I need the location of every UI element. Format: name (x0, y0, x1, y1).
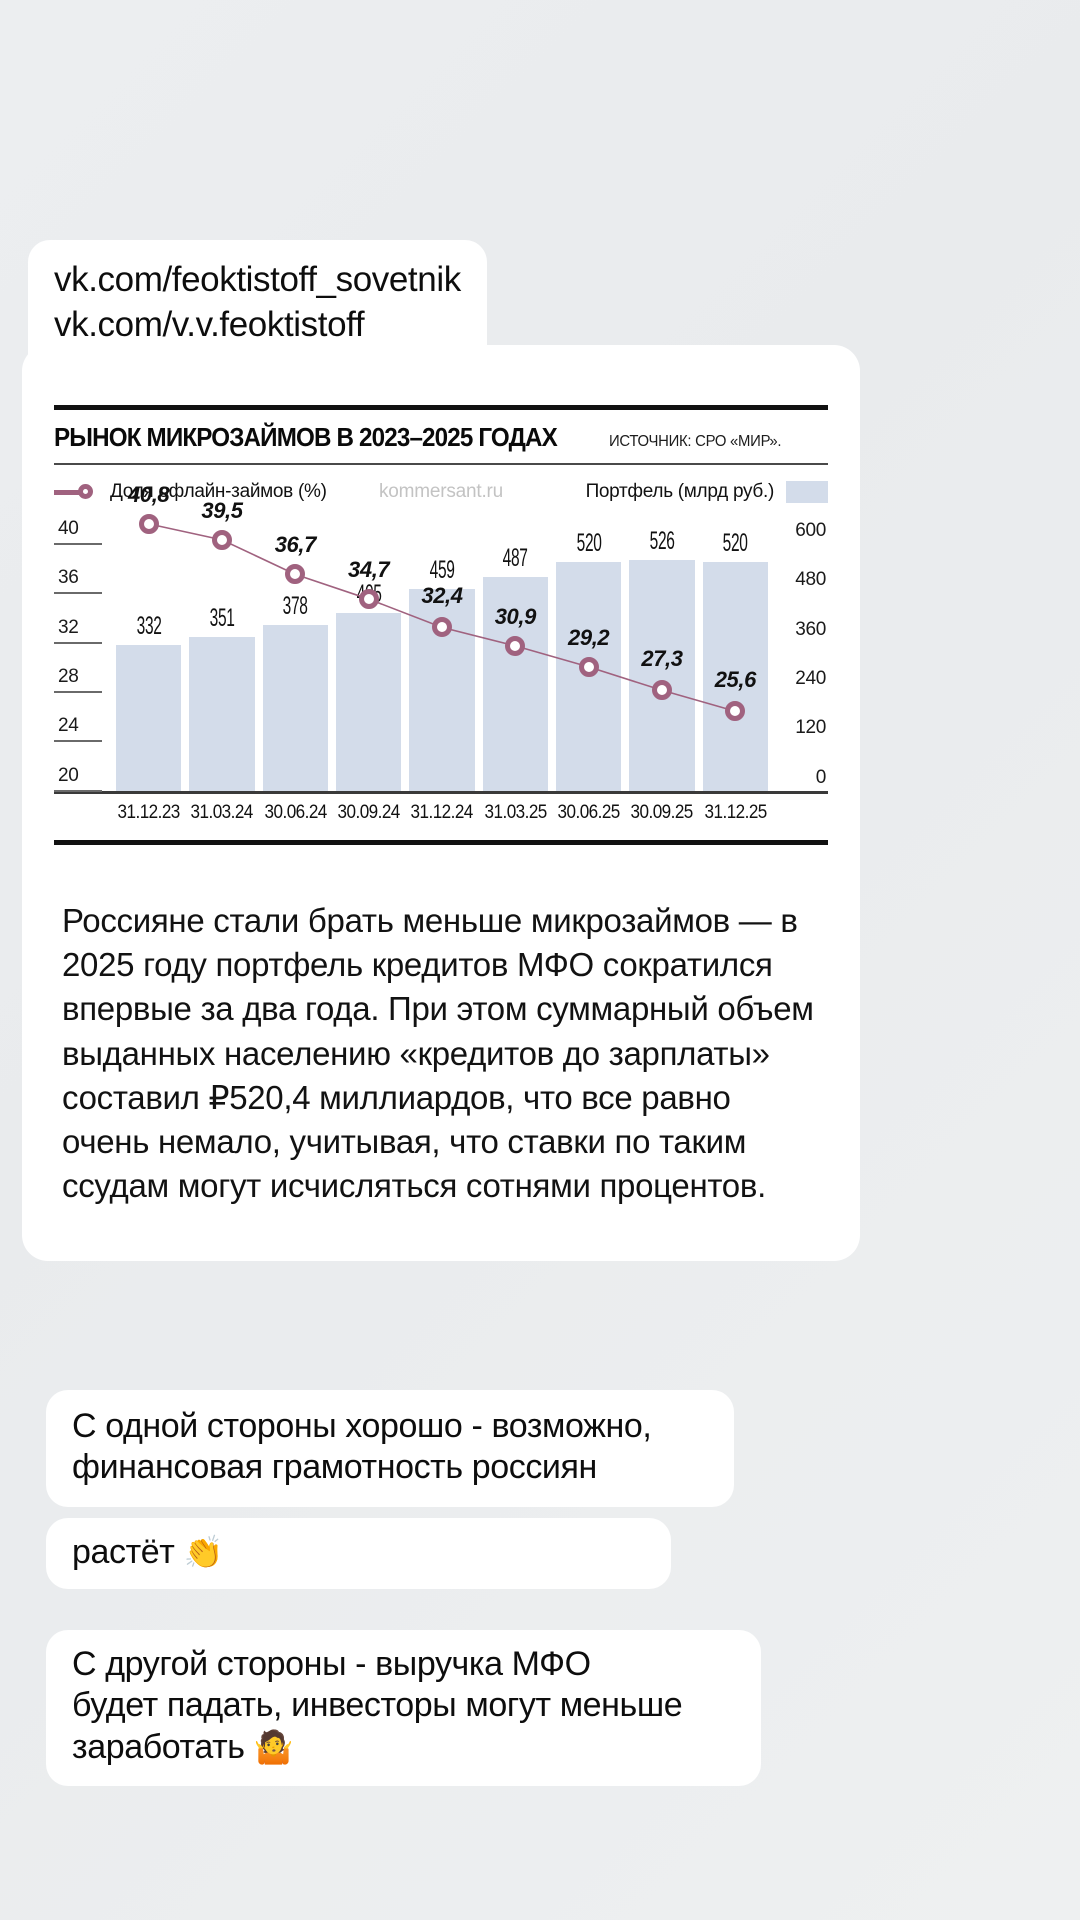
comment-bubble-first: С одной стороны хорошо - возможно, финан… (46, 1390, 734, 1507)
bar-value-label: 526 (649, 526, 675, 555)
legend-bar-label: Портфель (млрд руб.) (585, 481, 775, 502)
axis-right-tick: 0 (815, 766, 827, 788)
chart-x-label: 31.03.25 (484, 802, 547, 823)
chart-x-label: 31.12.25 (704, 802, 767, 823)
bar-value-label: 332 (136, 611, 162, 640)
chart-bar-column: 526 (629, 523, 695, 791)
contact-vk-page-link[interactable]: vk.com/feoktistoff_sovetnik (54, 260, 461, 299)
chart-bar-column: 487 (482, 523, 548, 791)
chart-bar (116, 644, 182, 791)
comment-line-3: растёт 👏 (72, 1532, 645, 1573)
article-body-text: Россияне стали брать меньше микрозаймов … (62, 902, 814, 1205)
chart-bar (409, 589, 475, 791)
chart-bar-column: 459 (409, 523, 475, 791)
axis-left-tick: 28 (54, 666, 102, 693)
chart-x-label: 31.03.24 (190, 802, 254, 823)
chart-bar-column: 405 (335, 523, 402, 791)
chart-container: РЫНОК МИКРОЗАЙМОВ В 2023–2025 ГОДАХ ИСТО… (22, 345, 860, 845)
chart-bar (482, 576, 548, 791)
comment-word-rastet: растёт (72, 1533, 175, 1571)
chart-bar-column: 378 (262, 523, 328, 791)
chart-bar-column: 351 (189, 523, 255, 791)
chart-watermark: kommersant.ru (378, 481, 504, 502)
comment-line-2: финансовая грамотность россиян (72, 1448, 597, 1487)
legend-line-label: Доля офлайн-займов (%) (110, 481, 327, 502)
chart-bar (555, 562, 622, 791)
axis-left-tick: 32 (54, 617, 102, 644)
axis-left-tick: 20 (54, 765, 102, 792)
chart-bar-column: 520 (555, 523, 622, 791)
bar-value-label: 459 (429, 556, 455, 585)
axis-left-tick: 24 (54, 715, 102, 743)
chart-source: ИСТОЧНИК: СРО «МИР». (608, 433, 782, 450)
chart-x-axis-labels: 31.12.23 31.03.24 30.06.24 30.09.24 31.12.24… (54, 794, 828, 840)
axis-right-tick: 600 (795, 520, 826, 541)
axis-right-tick: 240 (795, 667, 826, 689)
comment-line-4: С другой стороны - выручка МФО (72, 1645, 591, 1683)
legend-bar-group: Портфель (млрд руб.) (586, 481, 828, 503)
bar-value-label: 520 (576, 529, 602, 558)
chart-x-axis-rule (54, 791, 828, 794)
chart-x-label: 30.06.24 (264, 802, 327, 823)
bar-value-label: 351 (209, 603, 235, 632)
chart-bar-column: 520 (702, 523, 768, 791)
chart-legend: Доля офлайн-займов (%) kommersant.ru Пор… (42, 465, 840, 517)
comment-line-1: С одной стороны хорошо - возможно, (72, 1407, 652, 1445)
comment-word-zarabotat: заработать (72, 1727, 245, 1766)
legend-bar-swatch-icon (786, 481, 828, 503)
chart-bar (262, 624, 328, 791)
shrugging-person-icon: 🤷 (253, 1728, 294, 1765)
bar-value-label: 378 (282, 591, 308, 620)
contact-vk-profile-link[interactable]: vk.com/v.v.feoktistoff (54, 304, 365, 344)
chart-plot-area: 40 36 32 28 24 20 600 480 360 240 120 0 332 351 378 4… (54, 482, 828, 792)
chart-header-rule (54, 463, 828, 465)
chart-bottom-rule (54, 840, 828, 845)
chart-bar-column: 332 (116, 523, 182, 791)
comment-bubble-third: С другой стороны - выручка МФО будет пад… (46, 1630, 761, 1787)
axis-right-tick: 480 (795, 569, 826, 591)
comment-bubble-second: растёт 👏 (46, 1518, 671, 1590)
chart-top-rule (54, 405, 828, 410)
chart-x-label: 31.12.24 (410, 802, 474, 823)
chart-bar (629, 559, 695, 791)
chart-y-axis-left: 40 36 32 28 24 20 (54, 518, 108, 792)
chart-bar (335, 612, 402, 791)
chart-title: РЫНОК МИКРОЗАЙМОВ В 2023–2025 ГОДАХ (54, 422, 558, 452)
chart-x-label: 30.06.25 (557, 802, 621, 823)
axis-right-tick: 120 (795, 717, 826, 739)
bar-value-label: 487 (502, 543, 528, 572)
clapping-hands-icon: 👏 (183, 1534, 224, 1570)
chart-y-axis-right: 600 480 360 240 120 0 (774, 520, 828, 791)
chart-x-label: 30.09.24 (337, 802, 401, 823)
legend-line-marker-icon (54, 483, 100, 501)
chart-bar (702, 562, 768, 791)
chart-plot-inner: 332 351 378 405 459 487 520 526 520 40,8 39,5 36,7… (112, 482, 772, 791)
comment-line-6: заработать 🤷 (72, 1727, 735, 1768)
axis-right-tick: 360 (795, 618, 826, 640)
chart-x-label: 31.12.23 (117, 802, 181, 823)
chart-x-label: 30.09.25 (630, 802, 694, 823)
axis-left-tick: 40 (54, 518, 102, 545)
chart-header: РЫНОК МИКРОЗАЙМОВ В 2023–2025 ГОДАХ ИСТО… (42, 410, 840, 463)
chart-bar (189, 636, 255, 791)
bar-value-label: 520 (722, 529, 748, 558)
chart-bars: 332 351 378 405 459 487 520 526 520 (112, 523, 772, 791)
bar-value-label: 405 (356, 579, 382, 608)
comment-line-5: будет падать, инвесторы могут меньше (72, 1686, 683, 1725)
axis-left-tick: 36 (54, 567, 102, 595)
article-card: РЫНОК МИКРОЗАЙМОВ В 2023–2025 ГОДАХ ИСТО… (22, 345, 860, 1261)
